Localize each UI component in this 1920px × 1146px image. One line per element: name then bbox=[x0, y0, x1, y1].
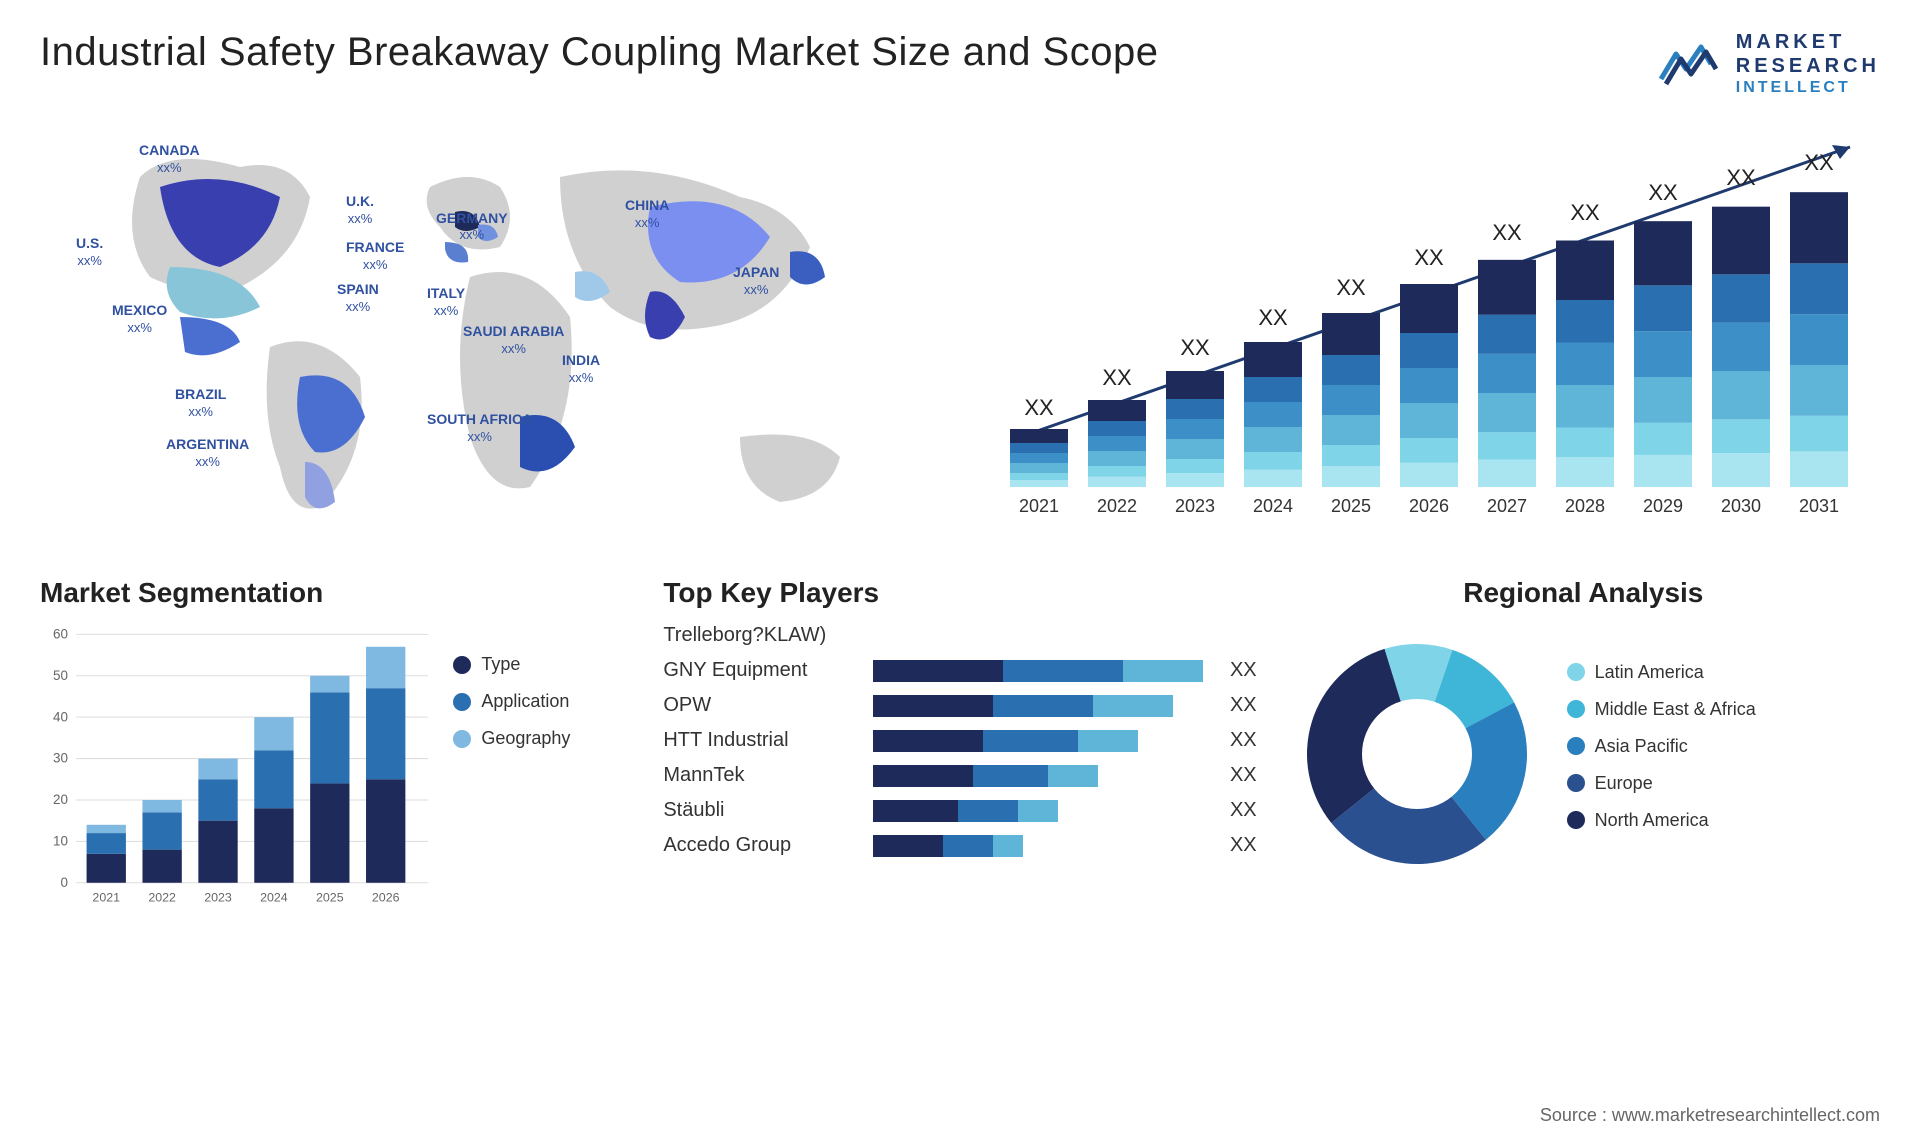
map-label: CHINAxx% bbox=[625, 197, 669, 231]
logo-line2: RESEARCH bbox=[1736, 54, 1880, 78]
legend-item: Application bbox=[453, 691, 633, 712]
legend-item: Asia Pacific bbox=[1567, 736, 1880, 757]
page-title: Industrial Safety Breakaway Coupling Mar… bbox=[40, 30, 1158, 75]
svg-text:2023: 2023 bbox=[1175, 496, 1215, 516]
map-label: ITALYxx% bbox=[427, 285, 465, 319]
regional-donut-chart bbox=[1287, 624, 1547, 884]
svg-text:60: 60 bbox=[53, 627, 68, 642]
regional-panel: Regional Analysis Latin America Middle Ea… bbox=[1287, 577, 1880, 917]
svg-text:XX: XX bbox=[1180, 335, 1210, 360]
logo-line3: INTELLECT bbox=[1736, 78, 1880, 97]
legend-item: Latin America bbox=[1567, 662, 1880, 683]
svg-text:2023: 2023 bbox=[204, 891, 232, 905]
map-label: U.S.xx% bbox=[76, 235, 103, 269]
legend-item: Europe bbox=[1567, 773, 1880, 794]
world-map-panel: CANADAxx% U.S.xx% MEXICOxx% BRAZILxx% ARGENT… bbox=[40, 117, 940, 537]
svg-text:20: 20 bbox=[53, 792, 68, 807]
svg-text:XX: XX bbox=[1648, 180, 1678, 205]
legend-item: Geography bbox=[453, 728, 633, 749]
svg-text:XX: XX bbox=[1024, 395, 1054, 420]
key-player-row: Trelleborg?KLAW) bbox=[663, 624, 1256, 647]
segmentation-title: Market Segmentation bbox=[40, 577, 633, 609]
map-label: JAPANxx% bbox=[733, 264, 779, 298]
svg-text:2025: 2025 bbox=[316, 891, 344, 905]
svg-text:2027: 2027 bbox=[1487, 496, 1527, 516]
svg-text:50: 50 bbox=[53, 668, 68, 683]
svg-text:40: 40 bbox=[53, 709, 68, 724]
svg-text:2025: 2025 bbox=[1331, 496, 1371, 516]
segmentation-panel: Market Segmentation 0 10 20 30 40 50 60 2021 202… bbox=[40, 577, 633, 917]
map-label: ARGENTINAxx% bbox=[166, 436, 249, 470]
key-player-row: OPWXX bbox=[663, 694, 1256, 717]
growth-bar-chart: 2021 XX 2022 XX 2023 XX 2024 XX 2025 XX 2026 XX 2027… bbox=[980, 117, 1880, 537]
key-players-title: Top Key Players bbox=[663, 577, 1256, 609]
map-label: FRANCExx% bbox=[346, 239, 404, 273]
regional-legend: Latin America Middle East & Africa Asia Pa… bbox=[1567, 662, 1880, 847]
svg-text:2026: 2026 bbox=[372, 891, 400, 905]
logo-mark-icon bbox=[1656, 39, 1726, 89]
map-label: SOUTH AFRICAxx% bbox=[427, 411, 532, 445]
svg-text:XX: XX bbox=[1258, 305, 1288, 330]
svg-text:2022: 2022 bbox=[1097, 496, 1137, 516]
svg-text:0: 0 bbox=[60, 875, 67, 890]
source-text: Source : www.marketresearchintellect.com bbox=[1540, 1105, 1880, 1126]
svg-text:2024: 2024 bbox=[260, 891, 288, 905]
key-player-row: HTT IndustrialXX bbox=[663, 729, 1256, 752]
svg-text:2022: 2022 bbox=[148, 891, 176, 905]
svg-text:XX: XX bbox=[1492, 220, 1522, 245]
svg-text:XX: XX bbox=[1570, 200, 1600, 225]
key-player-row: GNY EquipmentXX bbox=[663, 659, 1256, 682]
map-label: BRAZILxx% bbox=[175, 386, 226, 420]
svg-text:2029: 2029 bbox=[1643, 496, 1683, 516]
map-label: SPAINxx% bbox=[337, 281, 379, 315]
svg-text:30: 30 bbox=[53, 751, 68, 766]
svg-text:XX: XX bbox=[1726, 165, 1756, 190]
svg-text:2028: 2028 bbox=[1565, 496, 1605, 516]
growth-chart-panel: 2021 XX 2022 XX 2023 XX 2024 XX 2025 XX 2026 XX 2027… bbox=[980, 117, 1880, 537]
svg-text:10: 10 bbox=[53, 834, 68, 849]
regional-title: Regional Analysis bbox=[1287, 577, 1880, 609]
legend-item: Type bbox=[453, 654, 633, 675]
svg-text:XX: XX bbox=[1414, 245, 1444, 270]
legend-item: Middle East & Africa bbox=[1567, 699, 1880, 720]
key-players-panel: Top Key Players Trelleborg?KLAW) GNY Equi… bbox=[663, 577, 1256, 917]
map-label: GERMANYxx% bbox=[436, 210, 508, 244]
map-label: CANADAxx% bbox=[139, 142, 200, 176]
logo: MARKET RESEARCH INTELLECT bbox=[1656, 30, 1880, 97]
svg-text:2030: 2030 bbox=[1721, 496, 1761, 516]
key-player-row: StäubliXX bbox=[663, 799, 1256, 822]
map-label: INDIAxx% bbox=[562, 352, 600, 386]
map-label: U.K.xx% bbox=[346, 193, 374, 227]
svg-text:2021: 2021 bbox=[1019, 496, 1059, 516]
logo-line1: MARKET bbox=[1736, 30, 1880, 54]
map-label: MEXICOxx% bbox=[112, 302, 167, 336]
map-label: SAUDI ARABIAxx% bbox=[463, 323, 564, 357]
svg-text:2024: 2024 bbox=[1253, 496, 1293, 516]
svg-text:XX: XX bbox=[1336, 275, 1366, 300]
key-players-chart: Trelleborg?KLAW) GNY EquipmentXX OPWXX HTT … bbox=[663, 624, 1256, 857]
segmentation-bar-chart: 0 10 20 30 40 50 60 2021 2022 2023 2024 2025 2026 bbox=[40, 624, 433, 914]
key-player-row: MannTekXX bbox=[663, 764, 1256, 787]
key-player-row: Accedo GroupXX bbox=[663, 834, 1256, 857]
legend-item: North America bbox=[1567, 810, 1880, 831]
segmentation-legend: Type Application Geography bbox=[453, 624, 633, 919]
svg-text:2026: 2026 bbox=[1409, 496, 1449, 516]
svg-text:2021: 2021 bbox=[92, 891, 120, 905]
svg-text:2031: 2031 bbox=[1799, 496, 1839, 516]
svg-text:XX: XX bbox=[1102, 365, 1132, 390]
svg-text:XX: XX bbox=[1804, 150, 1834, 175]
